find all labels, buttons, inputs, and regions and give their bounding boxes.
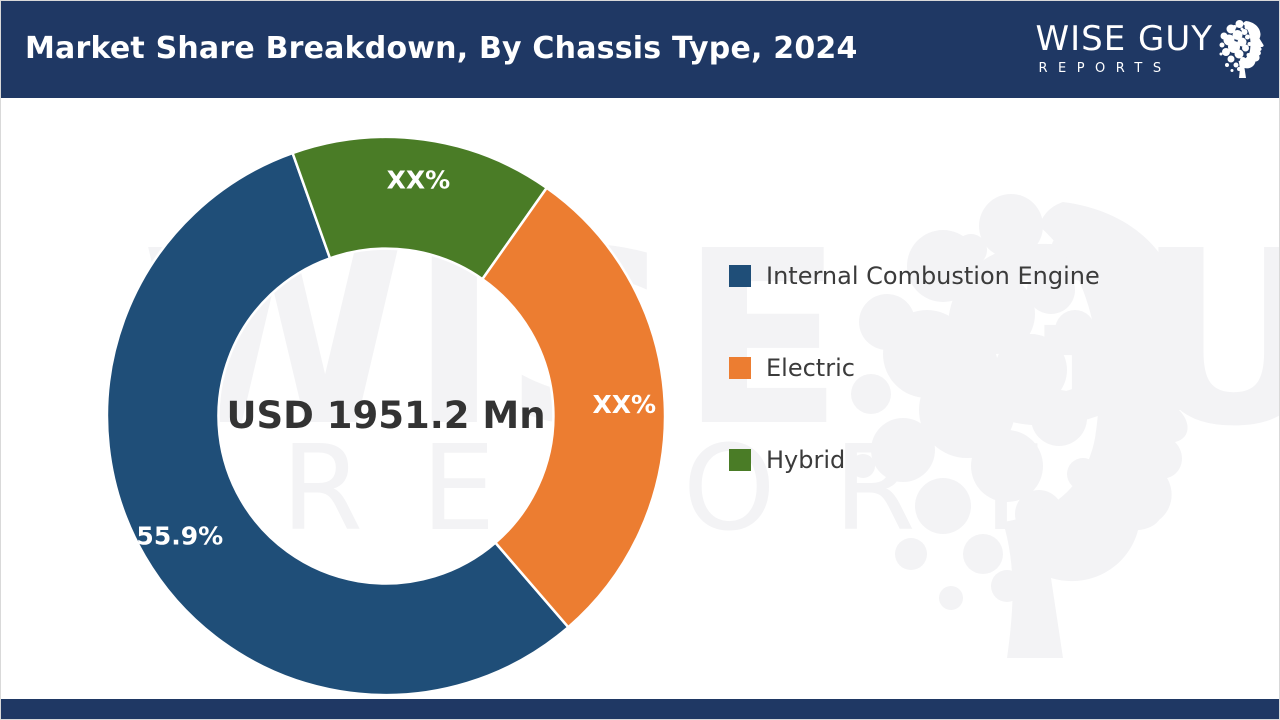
donut-segment-hybrid[interactable]: [291, 135, 548, 281]
segment-value-label: XX%: [592, 390, 656, 419]
donut-segment-internal-combustion-engine[interactable]: [105, 151, 570, 697]
page-title: Market Share Breakdown, By Chassis Type,…: [25, 31, 858, 66]
donut-center-value: USD 1951.2 Mn: [226, 394, 545, 437]
legend-swatch-icon: [729, 449, 751, 471]
legend-swatch-icon: [729, 357, 751, 379]
brand-logo-text: WISE GUY REPORTS: [1035, 20, 1213, 76]
header-bar: Market Share Breakdown, By Chassis Type,…: [1, 1, 1279, 98]
brand-name: WISE GUY: [1035, 19, 1213, 59]
legend-swatch-icon: [729, 265, 751, 287]
footer-bar: [1, 699, 1279, 719]
legend-label: Internal Combustion Engine: [766, 262, 1100, 290]
segment-value-label: XX%: [387, 165, 451, 194]
legend-item-hybrid[interactable]: Hybrid: [729, 446, 1100, 474]
legend-item-internal-combustion-engine[interactable]: Internal Combustion Engine: [729, 262, 1100, 290]
brand-logo: WISE GUY REPORTS: [1035, 9, 1267, 87]
legend-label: Electric: [766, 354, 855, 382]
segment-value-label: 55.9%: [136, 522, 223, 551]
legend-label: Hybrid: [766, 446, 846, 474]
donut-segment-electric[interactable]: [481, 186, 667, 629]
brand-head-icon: [1219, 20, 1264, 78]
brand-subname: REPORTS: [1038, 61, 1172, 76]
legend-item-electric[interactable]: Electric: [729, 354, 1100, 382]
chart-legend: Internal Combustion Engine Electric Hybrid: [729, 262, 1100, 538]
